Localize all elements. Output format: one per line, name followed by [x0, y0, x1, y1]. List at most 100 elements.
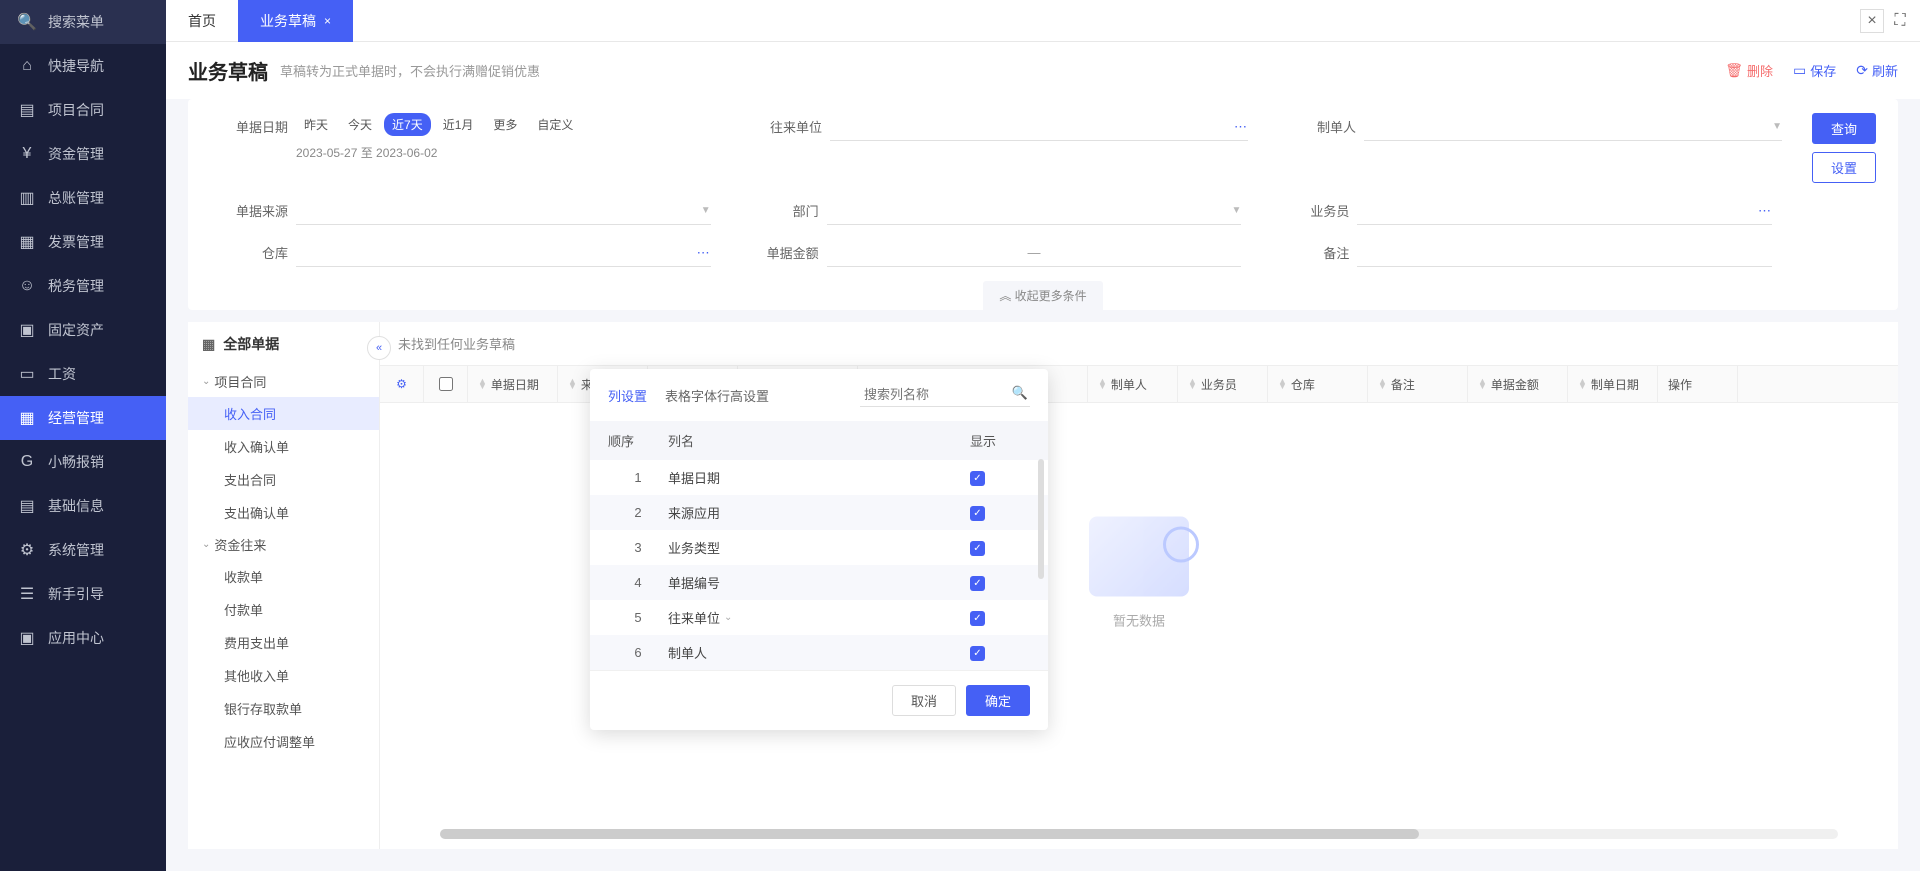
tree-item[interactable]: 应收应付调整单	[188, 725, 379, 758]
tab-column-settings[interactable]: 列设置	[608, 386, 647, 405]
row-order: 1	[608, 470, 668, 485]
chevron-down-icon: ⌄	[202, 376, 210, 387]
tree-item[interactable]: 收款单	[188, 560, 379, 593]
close-tab-icon[interactable]: ×	[1860, 9, 1884, 33]
warehouse-select[interactable]: ⋯	[296, 239, 711, 267]
show-checkbox[interactable]: ✓	[970, 541, 985, 556]
row-name: 业务类型	[668, 538, 970, 557]
collapse-panel-button[interactable]: «	[367, 336, 391, 360]
sidebar-icon: ▭	[18, 365, 36, 383]
sidebar-item[interactable]: ▦发票管理	[0, 220, 166, 264]
query-button[interactable]: 查询	[1812, 113, 1876, 144]
refresh-button[interactable]: ⟳刷新	[1856, 61, 1898, 80]
tree-item[interactable]: 银行存取款单	[188, 692, 379, 725]
cancel-button[interactable]: 取消	[892, 685, 956, 716]
horizontal-scrollbar[interactable]	[440, 829, 1838, 839]
date-chip[interactable]: 近1月	[435, 113, 482, 136]
sidebar-label: 资金管理	[48, 144, 104, 164]
column-search-input[interactable]	[860, 383, 1030, 407]
tree-item[interactable]: 收入确认单	[188, 430, 379, 463]
table-column-header[interactable]: 操作	[1658, 366, 1738, 402]
collapse-filters-button[interactable]: ︽ 收起更多条件	[983, 281, 1103, 310]
sidebar-icon: ▥	[18, 189, 36, 207]
filter-amount-label: 单据金额	[741, 239, 819, 262]
sort-icon: ▲▼	[1478, 379, 1487, 389]
close-icon[interactable]: ×	[324, 14, 331, 28]
table-column-header[interactable]: ▲▼业务员	[1178, 366, 1268, 402]
chevron-down-icon[interactable]: ⌄	[724, 612, 732, 623]
table-column-header[interactable]: ▲▼单据日期	[468, 366, 558, 402]
show-checkbox[interactable]: ✓	[970, 506, 985, 521]
main: 首页业务草稿× × ⛶ 业务草稿 草稿转为正式单据时，不会执行满赠促销优惠 🗑删…	[166, 0, 1920, 871]
ok-button[interactable]: 确定	[966, 685, 1030, 716]
row-order: 2	[608, 505, 668, 520]
tree-item[interactable]: 付款单	[188, 593, 379, 626]
table-column-header[interactable]: ▲▼单据金额	[1468, 366, 1568, 402]
tree-item[interactable]: 支出合同	[188, 463, 379, 496]
sidebar-label: 税务管理	[48, 276, 104, 296]
tree-item[interactable]: 其他收入单	[188, 659, 379, 692]
date-chip[interactable]: 近7天	[384, 113, 431, 136]
empty-state: 暂无数据	[1089, 517, 1189, 630]
sidebar-item[interactable]: ☰新手引导	[0, 572, 166, 616]
tab[interactable]: 首页	[166, 0, 238, 42]
save-button[interactable]: ▭保存	[1793, 61, 1836, 80]
sidebar-item[interactable]: ▥总账管理	[0, 176, 166, 220]
settings-button[interactable]: 设置	[1812, 152, 1876, 183]
sidebar-item[interactable]: ▣应用中心	[0, 616, 166, 660]
sidebar-item[interactable]: 🔍搜索菜单	[0, 0, 166, 44]
column-settings-popover: 列设置 表格字体行高设置 🔍 顺序 列名 显示 1 单据日期 ✓2 来源应用 ✓…	[590, 369, 1048, 730]
sidebar-item[interactable]: ▦经营管理	[0, 396, 166, 440]
select-all-checkbox[interactable]	[424, 366, 468, 402]
table-column-header[interactable]: ▲▼仓库	[1268, 366, 1368, 402]
tree-item[interactable]: 收入合同	[188, 397, 379, 430]
date-chip[interactable]: 自定义	[529, 113, 581, 136]
tab-font-settings[interactable]: 表格字体行高设置	[665, 386, 769, 405]
sidebar-item[interactable]: ☺税务管理	[0, 264, 166, 308]
popover-scrollbar[interactable]	[1038, 459, 1044, 579]
sidebar-item[interactable]: ¥资金管理	[0, 132, 166, 176]
show-checkbox[interactable]: ✓	[970, 646, 985, 661]
partner-select[interactable]: ⋯	[830, 113, 1248, 141]
creator-select[interactable]: ▼	[1364, 113, 1782, 141]
sidebar-icon: ▦	[18, 233, 36, 251]
tree-group[interactable]: ⌄资金往来	[188, 529, 379, 560]
delete-button[interactable]: 🗑删除	[1725, 61, 1773, 80]
empty-message: 未找到任何业务草稿	[380, 322, 1898, 365]
sidebar-label: 工资	[48, 364, 76, 384]
amount-range[interactable]: —	[827, 239, 1242, 267]
tree-item[interactable]: 费用支出单	[188, 626, 379, 659]
column-config-button[interactable]: ⚙	[380, 366, 424, 402]
sidebar-item[interactable]: ▭ 工资	[0, 352, 166, 396]
fullscreen-icon[interactable]: ⛶	[1888, 9, 1912, 33]
show-checkbox[interactable]: ✓	[970, 576, 985, 591]
show-checkbox[interactable]: ✓	[970, 471, 985, 486]
chevron-down-icon: ▼	[701, 205, 711, 216]
sidebar-item[interactable]: ▣固定资产	[0, 308, 166, 352]
sidebar-item[interactable]: G小畅报销	[0, 440, 166, 484]
dept-select[interactable]: ▼	[827, 197, 1242, 225]
remark-input[interactable]	[1357, 239, 1772, 267]
chevron-down-icon: ▼	[1231, 205, 1241, 216]
date-chip[interactable]: 今天	[340, 113, 380, 136]
sidebar-item[interactable]: ▤基础信息	[0, 484, 166, 528]
sidebar-item[interactable]: ⌂快捷导航	[0, 44, 166, 88]
page-header: 业务草稿 草稿转为正式单据时，不会执行满赠促销优惠 🗑删除 ▭保存 ⟳刷新	[166, 42, 1920, 99]
filter-warehouse-label: 仓库	[210, 239, 288, 262]
date-chip[interactable]: 昨天	[296, 113, 336, 136]
row-name: 单据编号	[668, 573, 970, 592]
table-column-header[interactable]: ▲▼制单人	[1088, 366, 1178, 402]
row-name: 往来单位 ⌄	[668, 608, 970, 627]
salesman-select[interactable]: ⋯	[1357, 197, 1772, 225]
sidebar-item[interactable]: ⚙系统管理	[0, 528, 166, 572]
tree-item[interactable]: 支出确认单	[188, 496, 379, 529]
table-column-header[interactable]: ▲▼备注	[1368, 366, 1468, 402]
table-column-header[interactable]: ▲▼制单日期	[1568, 366, 1658, 402]
show-checkbox[interactable]: ✓	[970, 611, 985, 626]
date-chip[interactable]: 更多	[485, 113, 525, 136]
sidebar-item[interactable]: ▤项目合同	[0, 88, 166, 132]
more-icon: ⋯	[697, 245, 711, 261]
source-select[interactable]: ▼	[296, 197, 711, 225]
tab[interactable]: 业务草稿×	[238, 0, 353, 42]
tree-group[interactable]: ⌄项目合同	[188, 366, 379, 397]
